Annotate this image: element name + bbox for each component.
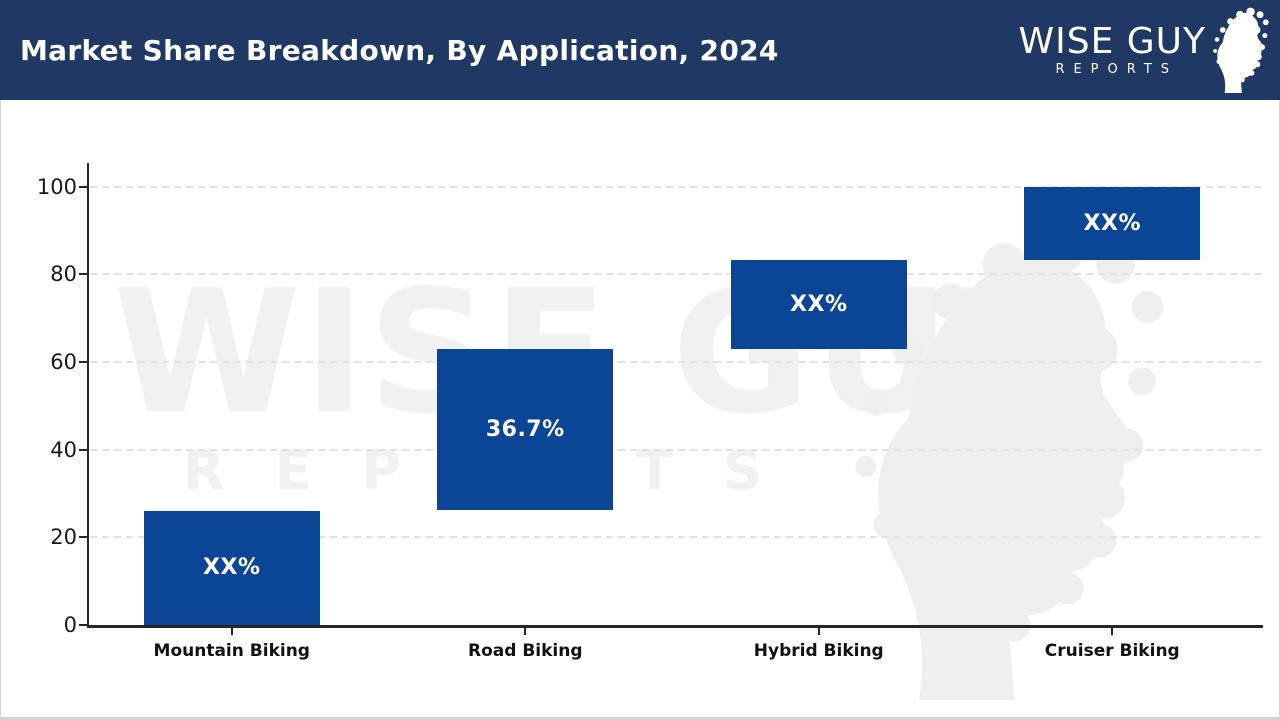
y-tick-80 xyxy=(79,273,89,276)
x-tick-hybrid-biking xyxy=(817,627,820,635)
y-tick-label-40: 40 xyxy=(50,437,77,462)
y-axis xyxy=(86,163,89,628)
category-label-cruiser-biking: Cruiser Biking xyxy=(1044,641,1180,661)
bar-mountain-biking: XX% xyxy=(143,510,320,625)
page-title: Market Share Breakdown, By Application, … xyxy=(20,33,779,67)
bar-value-label-mountain-biking: XX% xyxy=(203,555,261,581)
bar-value-label-hybrid-biking: XX% xyxy=(790,291,848,317)
x-axis xyxy=(86,625,1263,628)
category-label-road-biking: Road Biking xyxy=(467,641,583,661)
y-tick-label-20: 20 xyxy=(50,525,77,550)
brand-subtitle: REPORTS xyxy=(1055,62,1179,77)
x-tick-cruiser-biking xyxy=(1111,627,1114,635)
brand-name: WISE GUY xyxy=(1018,21,1206,62)
gridline-20 xyxy=(90,536,1263,539)
category-label-hybrid-biking: Hybrid Biking xyxy=(753,641,884,661)
brand-wordmark: WISE GUY REPORTS xyxy=(1018,21,1207,77)
y-tick-label-80: 80 xyxy=(50,262,77,287)
bar-value-label-cruiser-biking: XX% xyxy=(1083,210,1141,236)
gridline-60 xyxy=(90,360,1263,363)
category-label-mountain-biking: Mountain Biking xyxy=(153,641,310,661)
bar-value-label-road-biking: 36.7% xyxy=(485,416,565,442)
gridline-100 xyxy=(90,185,1263,188)
brand-head-icon xyxy=(1213,7,1269,93)
y-tick-40 xyxy=(79,448,89,451)
chart-area: 0 20 40 60 80 100 XX% Mountain Biking 36.7% Road … xyxy=(1,100,1279,717)
y-tick-0 xyxy=(79,624,89,627)
gridline-80 xyxy=(90,273,1263,276)
gridline-40 xyxy=(90,448,1263,451)
y-tick-label-100: 100 xyxy=(36,174,77,199)
header-band: Market Share Breakdown, By Application, … xyxy=(0,0,1280,100)
brand-logo: WISE GUY REPORTS xyxy=(1019,0,1271,100)
x-tick-road-biking xyxy=(524,627,527,635)
bar-road-biking: 36.7% xyxy=(437,348,614,510)
y-tick-20 xyxy=(79,536,89,539)
y-tick-100 xyxy=(79,185,89,188)
bar-hybrid-biking: XX% xyxy=(730,259,907,349)
y-tick-label-0: 0 xyxy=(63,613,77,637)
bar-cruiser-biking: XX% xyxy=(1024,186,1201,260)
x-tick-mountain-biking xyxy=(230,627,233,635)
y-tick-label-60: 60 xyxy=(50,349,77,374)
y-tick-60 xyxy=(79,360,89,364)
